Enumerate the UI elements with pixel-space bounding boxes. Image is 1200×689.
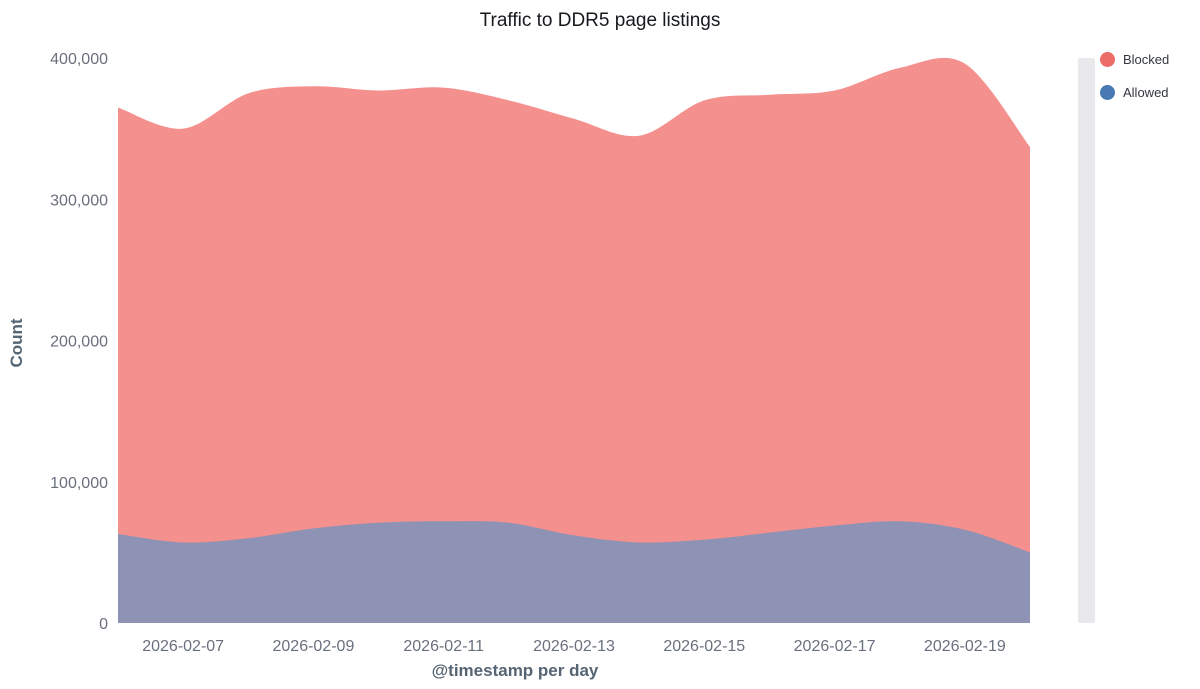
x-tick-label: 2026-02-15 [663, 638, 745, 655]
x-tick-label: 2026-02-19 [924, 638, 1006, 655]
legend-label-blocked: Blocked [1123, 52, 1170, 67]
allowed-series-dot-icon [1100, 85, 1115, 100]
allowed-area-series[interactable] [118, 521, 1030, 623]
y-tick-label: 100,000 [50, 475, 108, 492]
x-tick-label: 2026-02-13 [533, 638, 615, 655]
x-tick-label: 2026-02-07 [142, 638, 224, 655]
legend-item-allowed[interactable]: Allowed [1100, 85, 1169, 100]
y-tick-label: 0 [99, 616, 108, 633]
y-axis-title: Count [7, 318, 26, 368]
x-axis-title: @timestamp per day [431, 661, 599, 680]
chart-title: Traffic to DDR5 page listings [479, 10, 721, 31]
scrollbar-track[interactable] [1078, 58, 1095, 623]
y-tick-label: 400,000 [50, 51, 108, 68]
legend: Blocked Allowed [1100, 52, 1169, 100]
blocked-area-series[interactable] [118, 57, 1030, 623]
x-tick-label: 2026-02-17 [794, 638, 876, 655]
x-tick-label: 2026-02-09 [273, 638, 355, 655]
x-tick-label: 2026-02-11 [403, 638, 484, 655]
blocked-series-dot-icon [1100, 52, 1115, 67]
y-tick-label: 200,000 [50, 334, 108, 351]
y-tick-label: 300,000 [50, 192, 108, 209]
legend-label-allowed: Allowed [1123, 85, 1169, 100]
legend-item-blocked[interactable]: Blocked [1100, 52, 1169, 67]
